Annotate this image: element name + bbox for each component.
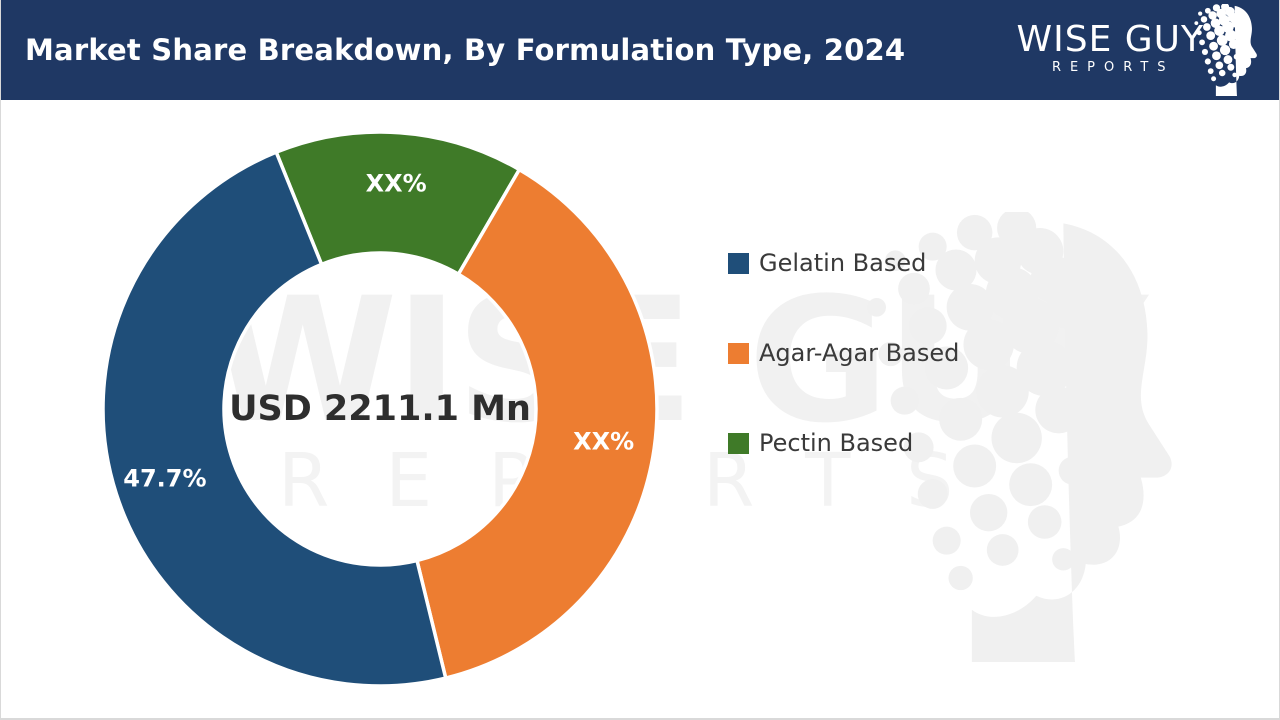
- legend-label: Gelatin Based: [759, 249, 927, 277]
- donut-slice-pectin-based: [274, 130, 522, 276]
- legend: Gelatin Based Agar-Agar Based Pectin Bas…: [728, 249, 960, 522]
- legend-swatch-agar-agar-icon: [728, 342, 749, 364]
- slice-percentage-label: XX%: [366, 170, 427, 198]
- legend-swatch-pectin-icon: [728, 432, 749, 454]
- donut-chart: XX% XX% 47.7% USD 2211.1 Mn: [101, 130, 659, 688]
- brand-reports-label: REPORTS: [1051, 59, 1175, 75]
- legend-item-agar-agar-based: Agar-Agar Based: [728, 339, 960, 367]
- brand-logo-text: WISE GUY REPORTS: [1017, 21, 1205, 75]
- legend-label: Agar-Agar Based: [759, 339, 960, 367]
- legend-item-pectin-based: Pectin Based: [728, 429, 959, 457]
- header-bar: Market Share Breakdown, By Formulation T…: [0, 0, 1280, 100]
- brand-name-label: WISE GUY: [1016, 19, 1204, 61]
- center-value-label: USD 2211.1 Mn: [229, 389, 531, 429]
- page-title: Market Share Breakdown, By Formulation T…: [25, 33, 906, 67]
- slice-percentage-label: 47.7%: [123, 464, 206, 492]
- donut-slices: XX% XX% 47.7%: [101, 130, 659, 688]
- chart-area: WISE GUY REPORTS XX%XX%47.7% USD 2211.1 …: [0, 100, 1280, 720]
- legend-label: Pectin Based: [759, 429, 914, 457]
- head-profile-icon: [1190, 4, 1264, 96]
- donut-slice-agar-agar-based: [415, 167, 659, 680]
- donut-slice-gelatin-based: [101, 150, 448, 688]
- brand-logo: WISE GUY REPORTS: [1017, 0, 1265, 100]
- slice-percentage-label: XX%: [573, 427, 634, 455]
- legend-swatch-gelatin-icon: [728, 252, 749, 274]
- legend-item-gelatin-based: Gelatin Based: [728, 249, 959, 277]
